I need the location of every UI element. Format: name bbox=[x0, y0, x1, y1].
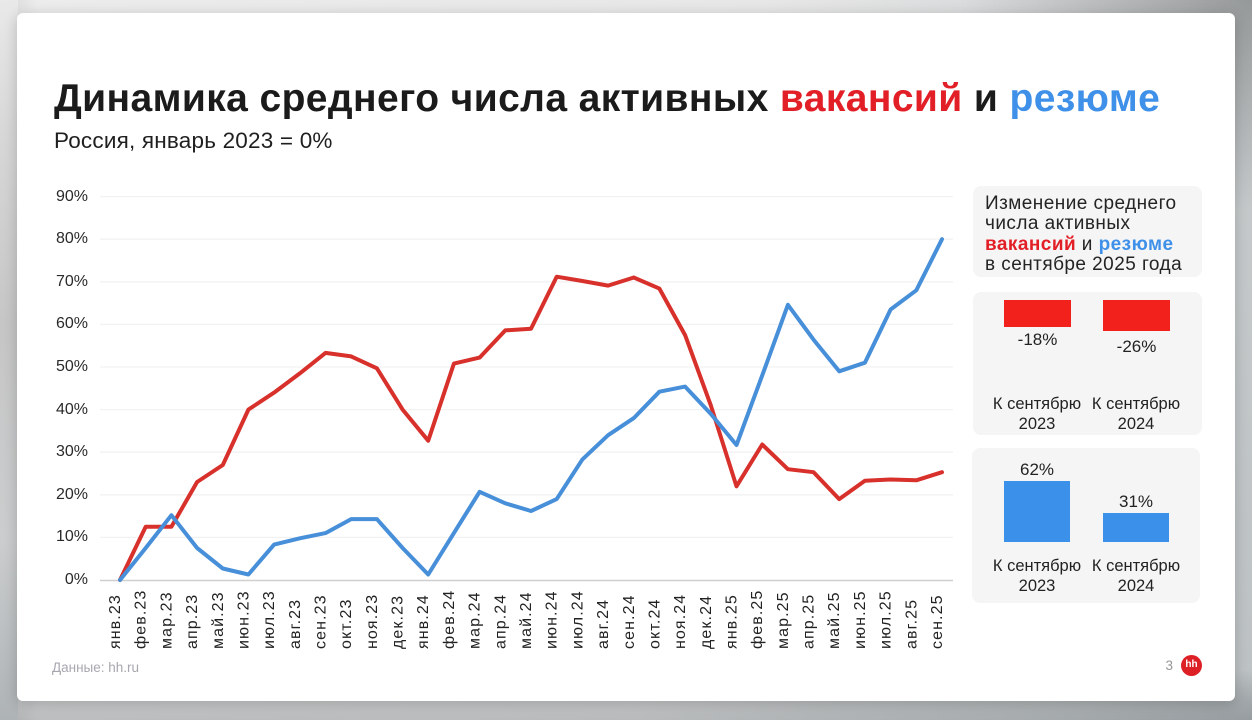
svg-text:фев.24: фев.24 bbox=[441, 590, 458, 649]
svg-text:окт.23: окт.23 bbox=[338, 599, 355, 649]
svg-text:сен.23: сен.23 bbox=[313, 594, 330, 649]
svg-text:июн.23: июн.23 bbox=[235, 590, 252, 649]
svg-text:авг.23: авг.23 bbox=[287, 599, 304, 649]
svg-text:май.25: май.25 bbox=[826, 591, 843, 649]
svg-text:ноя.23: ноя.23 bbox=[364, 594, 381, 649]
svg-text:апр.24: апр.24 bbox=[492, 594, 509, 649]
svg-text:июл.24: июл.24 bbox=[569, 590, 586, 649]
svg-text:мар.25: мар.25 bbox=[775, 591, 792, 649]
svg-text:мар.24: мар.24 bbox=[467, 591, 484, 649]
svg-text:янв.24: янв.24 bbox=[415, 594, 432, 649]
svg-text:сен.25: сен.25 bbox=[929, 594, 946, 649]
svg-text:фев.25: фев.25 bbox=[749, 590, 766, 649]
svg-text:авг.24: авг.24 bbox=[595, 599, 612, 649]
svg-text:сен.24: сен.24 bbox=[621, 594, 638, 649]
svg-text:янв.25: янв.25 bbox=[724, 594, 741, 649]
svg-text:янв.23: янв.23 bbox=[107, 594, 124, 649]
svg-text:мар.23: мар.23 bbox=[158, 591, 175, 649]
svg-text:окт.24: окт.24 bbox=[646, 599, 663, 649]
svg-text:фев.23: фев.23 bbox=[133, 590, 150, 649]
svg-text:авг.25: авг.25 bbox=[903, 599, 920, 649]
svg-text:июл.25: июл.25 bbox=[878, 590, 895, 649]
svg-text:май.23: май.23 bbox=[210, 591, 227, 649]
svg-text:июн.25: июн.25 bbox=[852, 590, 869, 649]
svg-text:ноя.24: ноя.24 bbox=[672, 594, 689, 649]
svg-text:май.24: май.24 bbox=[518, 591, 535, 649]
svg-text:дек.23: дек.23 bbox=[390, 595, 407, 649]
svg-text:апр.25: апр.25 bbox=[801, 594, 818, 649]
svg-text:июл.23: июл.23 bbox=[261, 590, 278, 649]
svg-text:июн.24: июн.24 bbox=[544, 590, 561, 649]
svg-text:дек.24: дек.24 bbox=[698, 595, 715, 649]
svg-text:апр.23: апр.23 bbox=[184, 594, 201, 649]
